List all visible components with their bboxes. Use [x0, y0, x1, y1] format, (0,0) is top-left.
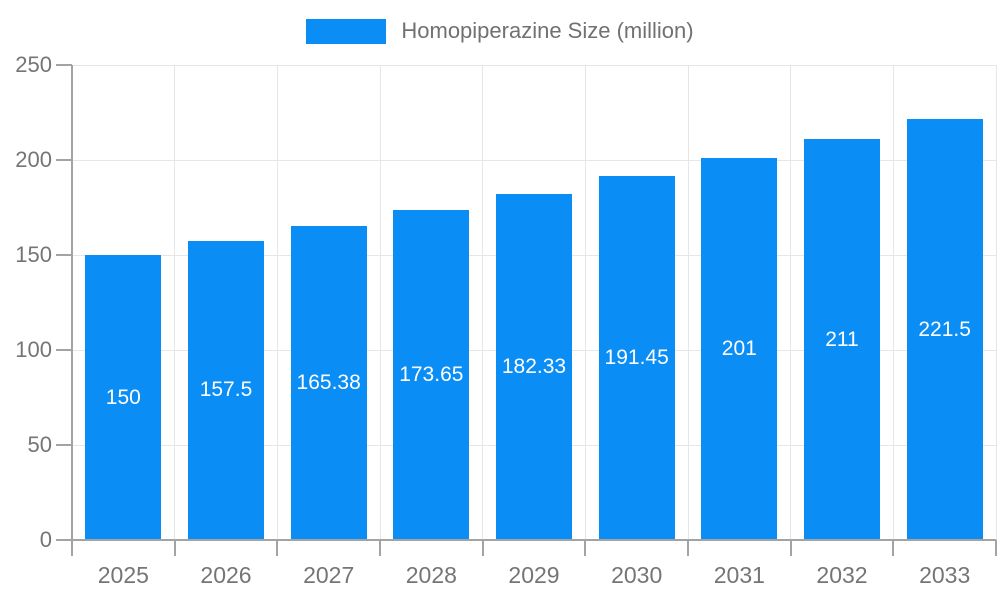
y-tick-label: 0: [39, 527, 52, 552]
legend-label: Homopiperazine Size (million): [401, 18, 694, 43]
x-tick-mark: [71, 540, 73, 556]
y-tick-label: 150: [15, 242, 52, 267]
bar-2025[interactable]: 150: [85, 255, 162, 540]
bar-2032[interactable]: 211: [804, 139, 880, 540]
legend-swatch-icon: [306, 18, 387, 44]
y-tick-mark: [56, 444, 72, 446]
x-gridline: [482, 65, 484, 540]
y-tick-label: 250: [15, 52, 52, 77]
y-tick-mark: [56, 539, 72, 541]
x-tick-label: 2025: [97, 562, 149, 588]
x-tick-label: 2028: [405, 562, 457, 588]
x-tick-label: 2031: [713, 562, 765, 588]
bar-value-label: 221.5: [918, 317, 971, 341]
bar-2030[interactable]: 191.45: [598, 176, 675, 540]
x-tick-label: 2026: [200, 562, 252, 588]
x-tick-mark: [276, 540, 279, 556]
x-tick-mark: [584, 540, 587, 556]
bar-2027[interactable]: 165.38: [290, 225, 367, 540]
x-gridline: [687, 65, 689, 540]
chart-legend[interactable]: Homopiperazine Size (million): [0, 18, 1000, 44]
y-tick-label: 50: [27, 432, 52, 457]
plot-area: 150 157.5 165.38 173.65 182.33 191.45 201 211 22…: [71, 65, 997, 541]
bar-value-label: 211: [825, 327, 859, 351]
y-tick-label: 100: [15, 337, 52, 362]
bar-value-label: 157.5: [199, 378, 253, 402]
x-gridline: [276, 65, 278, 540]
y-tick-mark: [56, 254, 72, 256]
x-tick-mark: [789, 540, 792, 556]
bar-2026[interactable]: 157.5: [188, 240, 264, 540]
bar-value-label: 182.33: [501, 354, 567, 378]
x-tick-mark: [892, 540, 895, 556]
x-tick-label: 2029: [508, 562, 560, 588]
y-tick-mark: [56, 159, 72, 161]
y-gridline: [72, 160, 996, 161]
x-tick-mark: [687, 540, 689, 556]
x-tick-label: 2030: [611, 562, 663, 588]
y-tick-mark: [56, 349, 72, 351]
x-tick-label: 2032: [816, 562, 868, 588]
y-tick-label: 200: [15, 147, 52, 172]
x-tick-mark: [379, 540, 381, 556]
x-tick-mark: [481, 540, 484, 556]
y-gridline: [72, 65, 996, 66]
bar-2033[interactable]: 221.5: [906, 119, 983, 540]
x-axis-line: [72, 539, 996, 541]
bar-value-label: 173.65: [399, 363, 464, 387]
x-gridline: [995, 65, 997, 540]
x-gridline: [379, 65, 381, 540]
bar-value-label: 165.38: [296, 370, 361, 394]
bar-2029[interactable]: 182.33: [496, 193, 572, 540]
bar-2028[interactable]: 173.65: [393, 210, 470, 540]
x-gridline: [790, 65, 792, 540]
y-axis-line: [71, 65, 73, 540]
x-tick-label: 2033: [919, 562, 971, 588]
bar-2031[interactable]: 201: [701, 158, 778, 540]
bar-value-label: 191.45: [604, 346, 669, 370]
y-tick-mark: [56, 64, 72, 66]
x-gridline: [892, 65, 894, 540]
x-tick-mark: [173, 540, 176, 556]
x-gridline: [584, 65, 586, 540]
bar-value-label: 150: [105, 385, 141, 409]
x-tick-mark: [995, 540, 997, 556]
bar-value-label: 201: [721, 337, 757, 361]
x-gridline: [174, 65, 176, 540]
x-tick-label: 2027: [303, 562, 355, 588]
